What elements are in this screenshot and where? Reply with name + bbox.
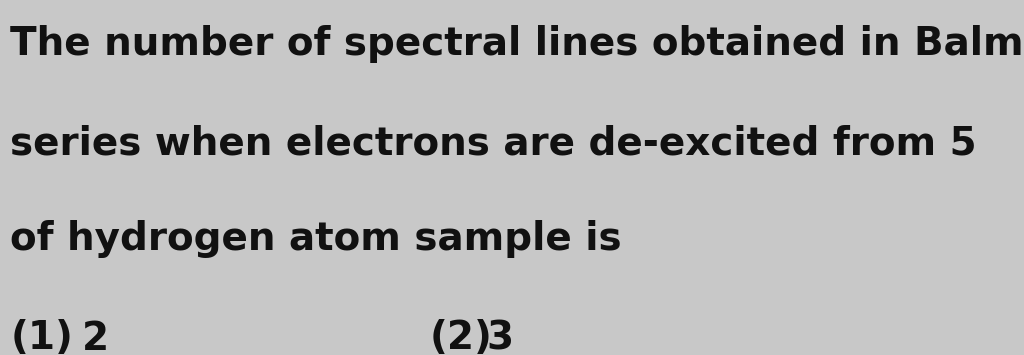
Text: The number of spectral lines obtained in Balmer: The number of spectral lines obtained in… [10, 25, 1024, 63]
Text: 2: 2 [82, 320, 109, 355]
Text: (2): (2) [430, 320, 493, 355]
Text: of hydrogen atom sample is: of hydrogen atom sample is [10, 220, 622, 258]
Text: (1): (1) [10, 320, 73, 355]
Text: 3: 3 [486, 320, 513, 355]
Text: series when electrons are de-excited from 5: series when electrons are de-excited fro… [10, 124, 977, 162]
